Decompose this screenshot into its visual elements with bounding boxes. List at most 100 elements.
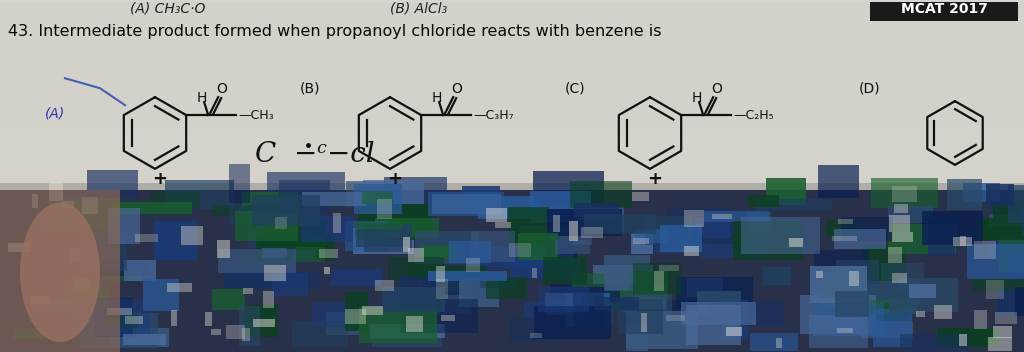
Bar [151,191,200,209]
Bar [218,249,296,272]
Bar [959,334,967,346]
Bar [837,260,879,284]
Bar [109,208,139,244]
Bar [659,265,679,271]
Bar [1022,203,1024,236]
Bar [510,259,580,278]
Bar [993,326,1012,338]
Bar [82,232,127,271]
Bar [243,191,298,212]
Bar [530,333,542,338]
Bar [332,269,382,287]
Bar [433,281,471,291]
Bar [714,225,756,244]
Bar [800,295,876,334]
Bar [8,244,31,252]
Text: H: H [197,91,208,105]
Text: —CH₃: —CH₃ [239,108,273,121]
Bar [755,199,833,211]
Text: +: + [647,170,663,188]
Bar [168,283,191,292]
Bar [108,308,132,315]
Bar [534,171,604,204]
Bar [888,206,933,222]
Bar [870,262,896,283]
Bar [346,181,385,207]
Bar [423,275,489,295]
Bar [530,191,591,223]
Bar [125,316,143,324]
Bar [697,291,741,315]
Text: (C): (C) [564,81,586,95]
Bar [898,278,958,312]
Text: C  −ᶜ−cl: C −ᶜ−cl [255,142,375,168]
Bar [696,216,730,238]
Bar [252,195,321,226]
Bar [0,190,120,352]
Text: (B) AlCl₃: (B) AlCl₃ [390,1,447,15]
Bar [59,194,106,211]
Bar [32,300,88,312]
Bar [881,263,925,281]
Bar [242,328,250,341]
Bar [633,239,649,244]
Bar [581,227,603,238]
Bar [974,310,987,329]
Bar [595,297,639,310]
Bar [686,306,741,345]
Bar [212,205,278,216]
Bar [0,165,1024,183]
Bar [631,233,653,254]
Bar [573,293,604,328]
Bar [838,219,853,224]
Bar [604,254,650,291]
Bar [733,234,755,250]
Bar [378,199,392,219]
Bar [355,221,402,238]
Bar [647,241,699,254]
Bar [997,288,1023,316]
Bar [862,291,907,322]
Bar [49,183,62,201]
Bar [229,164,250,203]
Bar [846,281,920,303]
Bar [889,300,919,314]
Bar [486,208,507,222]
Bar [632,192,649,201]
Bar [988,240,1024,258]
Bar [79,299,150,336]
Bar [375,218,438,237]
Bar [143,279,179,311]
Bar [403,237,411,252]
Bar [0,2,1024,183]
Bar [892,273,907,283]
Bar [415,231,479,264]
Bar [480,276,516,288]
Bar [833,236,857,241]
Bar [986,184,1014,206]
Bar [431,194,501,214]
Bar [31,296,50,304]
Bar [123,334,166,345]
Bar [666,315,684,321]
Bar [111,328,169,347]
Bar [953,237,972,246]
Bar [312,302,365,327]
Bar [972,277,1024,291]
Bar [986,280,1004,299]
Bar [835,229,886,249]
Bar [676,277,754,309]
Text: H: H [692,91,702,105]
Bar [555,240,590,254]
Bar [33,195,38,208]
Bar [294,250,315,261]
Bar [40,216,98,229]
Bar [361,306,383,315]
Bar [818,165,859,198]
Bar [217,240,230,258]
Bar [0,129,1024,147]
Bar [666,207,733,244]
Text: —C₃H₇: —C₃H₇ [473,108,514,121]
Bar [825,220,857,237]
Bar [993,208,1024,224]
